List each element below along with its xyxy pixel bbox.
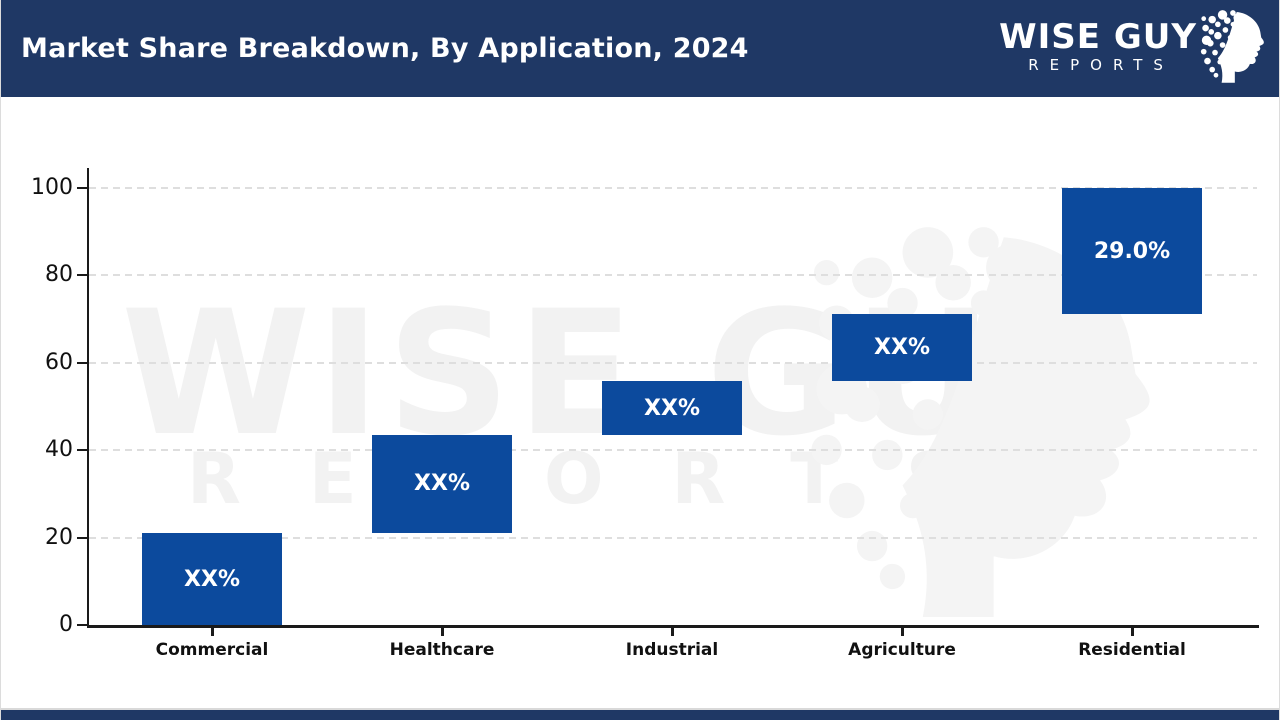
gridline-y80 <box>89 274 1257 277</box>
y-tick-label-0: 0 <box>59 612 73 637</box>
gridline-y20 <box>89 536 1257 539</box>
y-axis-spine <box>87 168 89 628</box>
gridline-y40 <box>89 449 1257 452</box>
bar-healthcare <box>372 434 512 534</box>
y-tick-label-40: 40 <box>45 437 73 463</box>
x-axis-spine <box>87 625 1259 628</box>
y-tick-20 <box>77 536 87 539</box>
y-tick-label-100: 100 <box>31 174 73 200</box>
wiseguy-face-icon <box>1200 10 1264 83</box>
bar-label-agriculture: XX% <box>874 335 930 361</box>
category-label-agriculture: Agriculture <box>848 640 956 660</box>
y-tick-label-20: 20 <box>45 524 73 550</box>
bar-label-residential: 29.0% <box>1093 238 1171 264</box>
bar-agriculture <box>832 314 972 382</box>
y-tick-100 <box>77 186 87 189</box>
y-tick-80 <box>77 274 87 277</box>
x-tick-healthcare <box>441 628 444 636</box>
header-bar: Market Share Breakdown, By Application, … <box>1 0 1279 97</box>
bar-residential <box>1062 187 1202 315</box>
bar-industrial <box>602 381 742 435</box>
page-title: Market Share Breakdown, By Application, … <box>21 33 749 64</box>
brand-subtitle: REPORTS <box>1028 55 1174 74</box>
y-tick-40 <box>77 449 87 452</box>
y-tick-60 <box>77 361 87 364</box>
x-tick-industrial <box>671 628 674 636</box>
y-tick-label-80: 80 <box>45 262 73 288</box>
bar-label-healthcare: XX% <box>414 471 470 497</box>
gridline-y100 <box>89 186 1257 189</box>
category-label-healthcare: Healthcare <box>389 640 495 660</box>
brand-logo: WISE GUY REPORTS <box>999 9 1265 83</box>
bar-commercial <box>142 533 282 625</box>
x-tick-residential <box>1131 628 1134 636</box>
y-tick-label-60: 60 <box>45 349 73 375</box>
category-label-commercial: Commercial <box>155 640 269 660</box>
bar-label-commercial: XX% <box>184 566 240 592</box>
bar-label-industrial: XX% <box>644 395 700 421</box>
y-tick-0 <box>77 624 87 626</box>
x-tick-commercial <box>211 628 214 636</box>
x-tick-agriculture <box>901 628 904 636</box>
category-label-industrial: Industrial <box>625 640 719 660</box>
gridline-y60 <box>89 361 1257 364</box>
category-label-residential: Residential <box>1078 640 1186 660</box>
brand-name: WISE GUY <box>999 16 1197 57</box>
footer-bar <box>1 708 1279 720</box>
